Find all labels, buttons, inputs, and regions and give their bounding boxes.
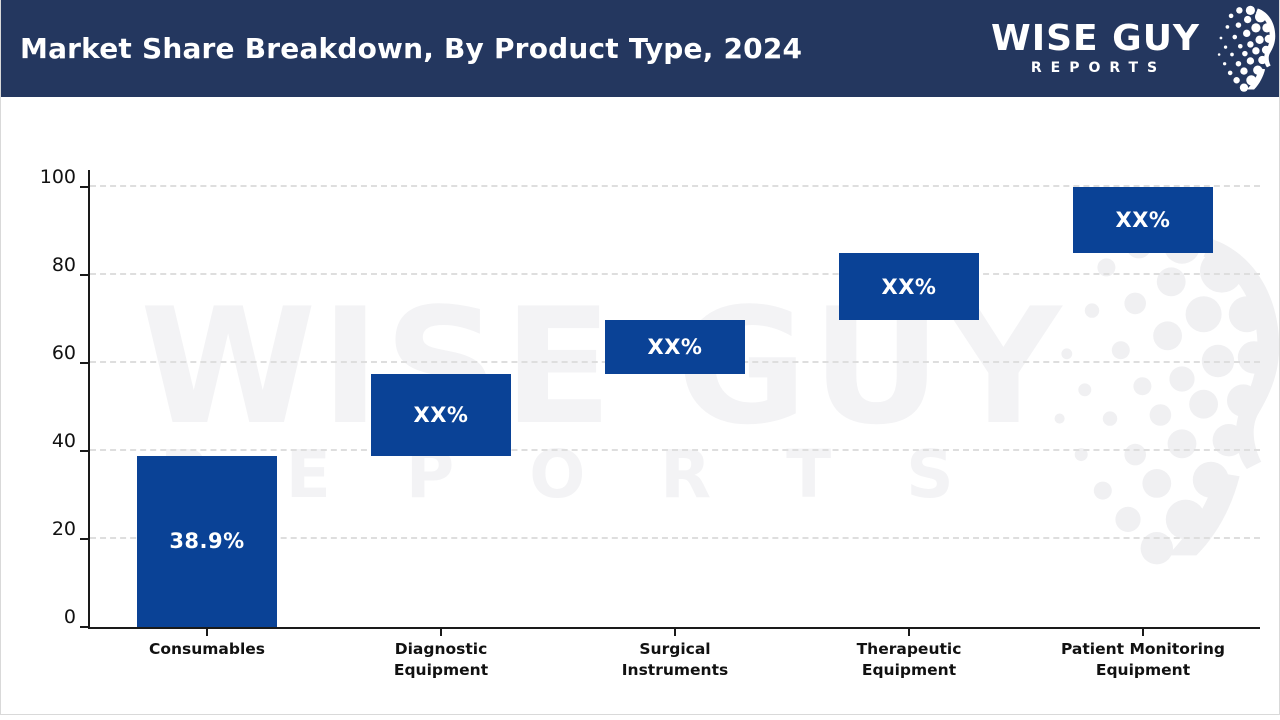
bar-value-label: 38.9% xyxy=(169,529,245,554)
x-tick-mark xyxy=(206,629,208,636)
gridline-40 xyxy=(90,449,1260,451)
brand-logo: WISE GUY REPORTS xyxy=(991,0,1280,97)
x-tick-mark xyxy=(908,629,910,636)
y-tick-label: 60 xyxy=(51,342,76,364)
y-tick-label: 100 xyxy=(39,166,76,188)
y-tick-label: 20 xyxy=(51,518,76,540)
y-axis-spine xyxy=(88,170,90,629)
bar-value-label: XX% xyxy=(1115,208,1171,233)
bar-value-label: XX% xyxy=(413,402,469,427)
y-tick-label: 40 xyxy=(51,430,76,452)
brand-name: WISE GUY xyxy=(990,18,1200,59)
gridline-100 xyxy=(90,185,1260,187)
y-tick-mark xyxy=(80,538,88,540)
y-tick-mark xyxy=(80,362,88,364)
x-tick-mark xyxy=(440,629,442,636)
category-label: Surgical Instruments xyxy=(621,640,729,679)
brand-wordmark: WISE GUY REPORTS xyxy=(990,18,1200,77)
bar-segment: 38.9% xyxy=(137,455,277,627)
chart-title: Market Share Breakdown, By Product Type,… xyxy=(20,32,803,65)
bar-segment: XX% xyxy=(605,319,745,374)
y-tick-mark xyxy=(80,626,88,628)
y-tick-label: 0 xyxy=(63,606,76,628)
y-tick-label: 80 xyxy=(51,254,76,276)
brand-subname: REPORTS xyxy=(1030,60,1167,76)
chart-area: WISE GUY R E P O R T S 0 20 40 60 80 100 38.9% xyxy=(0,97,1280,716)
plot-area: 0 20 40 60 80 100 38.9% Consumables XX% Diagnosti… xyxy=(40,166,1260,679)
dotted-head-icon xyxy=(1217,5,1276,92)
category-label: Therapeutic Equipment xyxy=(856,640,962,679)
bar-segment: XX% xyxy=(371,373,511,456)
bar-segment: XX% xyxy=(1073,187,1213,254)
x-tick-mark xyxy=(1142,629,1144,636)
x-axis-spine xyxy=(88,627,1260,629)
gridline-80 xyxy=(90,273,1260,275)
header-bar: Market Share Breakdown, By Product Type,… xyxy=(0,0,1280,97)
bar-value-label: XX% xyxy=(647,334,703,359)
category-label: Patient Monitoring Equipment xyxy=(1060,640,1226,679)
gridline-20 xyxy=(90,537,1260,539)
x-tick-mark xyxy=(674,629,676,636)
category-label: Consumables xyxy=(148,640,266,658)
y-tick-mark xyxy=(80,450,88,452)
bar-value-label: XX% xyxy=(881,274,937,299)
y-tick-mark xyxy=(80,186,88,188)
bar-segment: XX% xyxy=(839,253,979,320)
category-label: Diagnostic Equipment xyxy=(393,640,489,679)
y-tick-mark xyxy=(80,274,88,276)
